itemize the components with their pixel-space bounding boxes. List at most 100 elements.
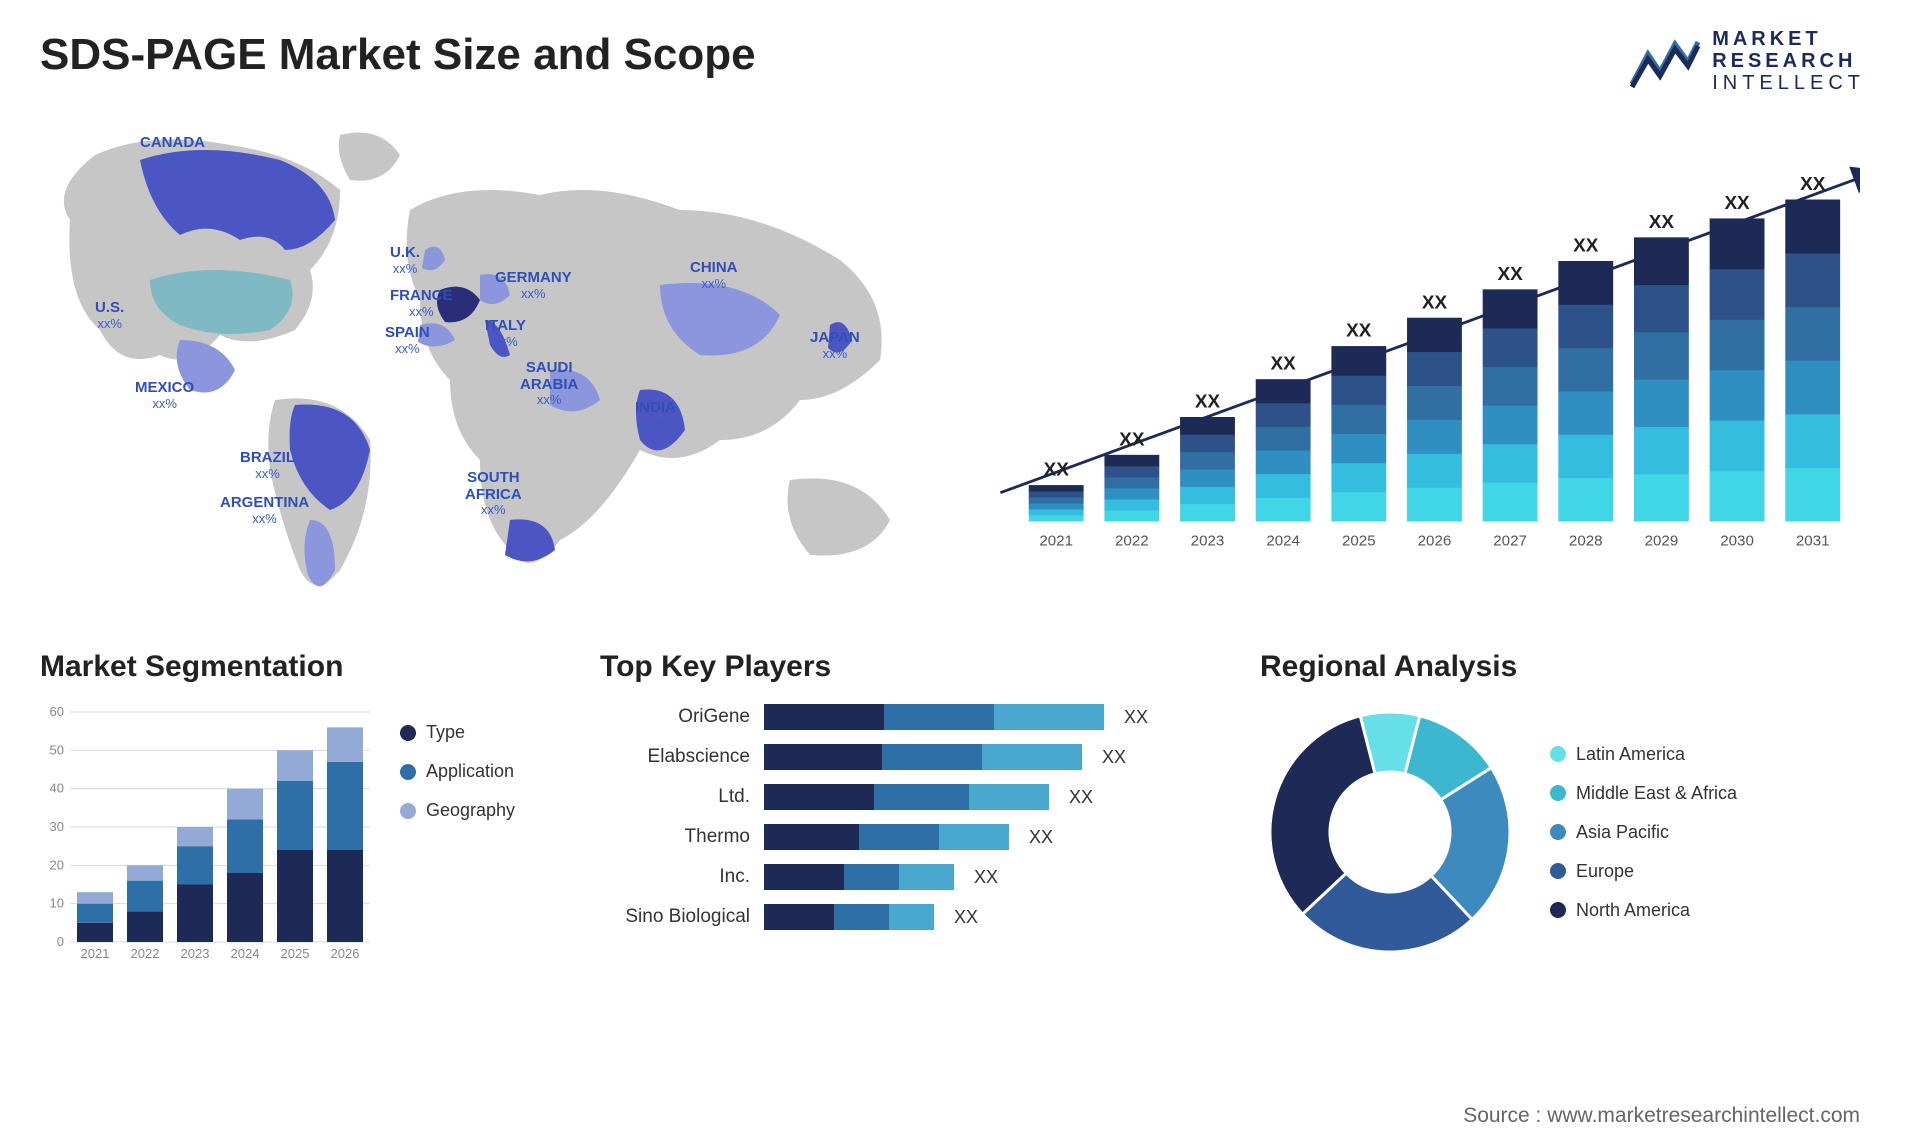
seg-legend-geography: Geography bbox=[400, 800, 515, 821]
map-label-saudi-arabia: SAUDIARABIAxx% bbox=[520, 360, 578, 407]
player-bar bbox=[764, 824, 1009, 850]
svg-text:30: 30 bbox=[50, 819, 64, 834]
svg-text:XX: XX bbox=[1195, 392, 1221, 413]
logo-icon bbox=[1630, 34, 1700, 89]
region-legend-latin-america: Latin America bbox=[1550, 744, 1737, 765]
players-panel: Top Key Players OriGeneXXElabscienceXXLt… bbox=[600, 650, 1220, 962]
regional-panel: Regional Analysis Latin America Middle Ea… bbox=[1260, 650, 1880, 962]
seg-legend-type: Type bbox=[400, 722, 515, 743]
svg-text:2025: 2025 bbox=[1342, 533, 1376, 550]
svg-text:0: 0 bbox=[57, 934, 64, 949]
players-title: Top Key Players bbox=[600, 650, 1220, 684]
map-label-argentina: ARGENTINAxx% bbox=[220, 495, 309, 526]
region-legend-north-america: North America bbox=[1550, 900, 1737, 921]
segmentation-chart: 0 10 20 30 40 50 60 2021 2022 2023 2024 2025 2026 bbox=[40, 702, 370, 962]
svg-text:2025: 2025 bbox=[281, 946, 310, 961]
map-label-germany: GERMANYxx% bbox=[495, 270, 572, 301]
world-map-panel: CANADAxx% U.S.xx% MEXICOxx% BRAZILxx% ARGENT… bbox=[40, 100, 940, 620]
player-bar bbox=[764, 864, 954, 890]
svg-text:40: 40 bbox=[50, 781, 64, 796]
svg-text:2023: 2023 bbox=[1191, 533, 1225, 550]
player-row-origene: OriGene XX bbox=[600, 702, 1220, 732]
player-name: Sino Biological bbox=[600, 906, 750, 928]
svg-text:10: 10 bbox=[50, 896, 64, 911]
player-name: Elabscience bbox=[600, 746, 750, 768]
map-label-china: CHINAxx% bbox=[690, 260, 738, 291]
svg-text:2026: 2026 bbox=[331, 946, 360, 961]
svg-text:2021: 2021 bbox=[81, 946, 110, 961]
player-bar bbox=[764, 704, 1104, 730]
svg-text:XX: XX bbox=[1497, 264, 1523, 285]
svg-text:2022: 2022 bbox=[1115, 533, 1149, 550]
map-label-u-s-: U.S.xx% bbox=[95, 300, 124, 331]
player-row-sino-biological: Sino Biological XX bbox=[600, 902, 1220, 932]
svg-text:2021: 2021 bbox=[1039, 533, 1073, 550]
growth-chart-panel: XX 2021 XX 2022 XX 2023 XX 2024 XX 2025 XX 2026 XX 20… bbox=[970, 100, 1880, 620]
logo-line-2: RESEARCH bbox=[1712, 50, 1865, 72]
svg-text:2024: 2024 bbox=[1266, 533, 1300, 550]
svg-text:2024: 2024 bbox=[231, 946, 260, 961]
region-legend-europe: Europe bbox=[1550, 861, 1737, 882]
map-label-brazil: BRAZILxx% bbox=[240, 450, 295, 481]
regional-donut bbox=[1260, 702, 1520, 962]
player-value: XX bbox=[1102, 747, 1126, 768]
logo-line-1: MARKET bbox=[1712, 28, 1865, 50]
map-label-south-africa: SOUTHAFRICAxx% bbox=[465, 470, 522, 517]
segmentation-legend: Type Application Geography bbox=[400, 702, 515, 962]
svg-text:XX: XX bbox=[1119, 429, 1145, 450]
svg-text:2022: 2022 bbox=[131, 946, 160, 961]
svg-text:XX: XX bbox=[1346, 321, 1372, 342]
svg-text:XX: XX bbox=[1573, 236, 1599, 257]
player-name: Ltd. bbox=[600, 786, 750, 808]
player-bar bbox=[764, 904, 934, 930]
player-value: XX bbox=[974, 867, 998, 888]
player-name: Inc. bbox=[600, 866, 750, 888]
map-label-italy: ITALYxx% bbox=[485, 318, 526, 349]
player-row-thermo: Thermo XX bbox=[600, 822, 1220, 852]
svg-text:XX: XX bbox=[1422, 292, 1448, 313]
svg-text:60: 60 bbox=[50, 704, 64, 719]
player-value: XX bbox=[1029, 827, 1053, 848]
player-bar bbox=[764, 784, 1049, 810]
player-value: XX bbox=[1124, 707, 1148, 728]
players-bars: OriGeneXXElabscienceXXLtd.XXThermoXXInc.… bbox=[600, 702, 1220, 932]
map-label-mexico: MEXICOxx% bbox=[135, 380, 194, 411]
player-name: Thermo bbox=[600, 826, 750, 848]
regional-title: Regional Analysis bbox=[1260, 650, 1880, 684]
svg-text:50: 50 bbox=[50, 742, 64, 757]
player-row-elabscience: Elabscience XX bbox=[600, 742, 1220, 772]
svg-text:2023: 2023 bbox=[181, 946, 210, 961]
player-value: XX bbox=[954, 907, 978, 928]
svg-text:2027: 2027 bbox=[1493, 533, 1527, 550]
region-legend-asia-pacific: Asia Pacific bbox=[1550, 822, 1737, 843]
svg-text:XX: XX bbox=[1044, 460, 1070, 481]
page-title: SDS-PAGE Market Size and Scope bbox=[40, 30, 1880, 80]
svg-text:2029: 2029 bbox=[1645, 533, 1679, 550]
player-row-inc-: Inc. XX bbox=[600, 862, 1220, 892]
segmentation-title: Market Segmentation bbox=[40, 650, 560, 684]
segmentation-panel: Market Segmentation 0 10 20 30 40 50 60 2021 202… bbox=[40, 650, 560, 962]
region-legend-middle-east-africa: Middle East & Africa bbox=[1550, 783, 1737, 804]
svg-text:2026: 2026 bbox=[1418, 533, 1452, 550]
map-label-canada: CANADAxx% bbox=[140, 135, 205, 166]
map-label-india: INDIAxx% bbox=[635, 400, 676, 431]
brand-logo: MARKET RESEARCH INTELLECT bbox=[1630, 28, 1865, 94]
player-name: OriGene bbox=[600, 706, 750, 728]
svg-text:2031: 2031 bbox=[1796, 533, 1830, 550]
map-label-spain: SPAINxx% bbox=[385, 325, 430, 356]
svg-text:XX: XX bbox=[1724, 193, 1750, 214]
map-label-france: FRANCExx% bbox=[390, 288, 453, 319]
seg-legend-application: Application bbox=[400, 761, 515, 782]
svg-text:2030: 2030 bbox=[1720, 533, 1754, 550]
svg-text:20: 20 bbox=[50, 857, 64, 872]
growth-chart: XX 2021 XX 2022 XX 2023 XX 2024 XX 2025 XX 2026 XX 20… bbox=[990, 110, 1860, 620]
player-row-ltd-: Ltd. XX bbox=[600, 782, 1220, 812]
svg-text:2028: 2028 bbox=[1569, 533, 1603, 550]
svg-text:XX: XX bbox=[1271, 354, 1297, 375]
player-value: XX bbox=[1069, 787, 1093, 808]
logo-line-3: INTELLECT bbox=[1712, 72, 1865, 94]
player-bar bbox=[764, 744, 1082, 770]
map-label-japan: JAPANxx% bbox=[810, 330, 860, 361]
regional-legend: Latin America Middle East & Africa Asia Pa… bbox=[1550, 744, 1737, 921]
world-map bbox=[40, 100, 940, 620]
